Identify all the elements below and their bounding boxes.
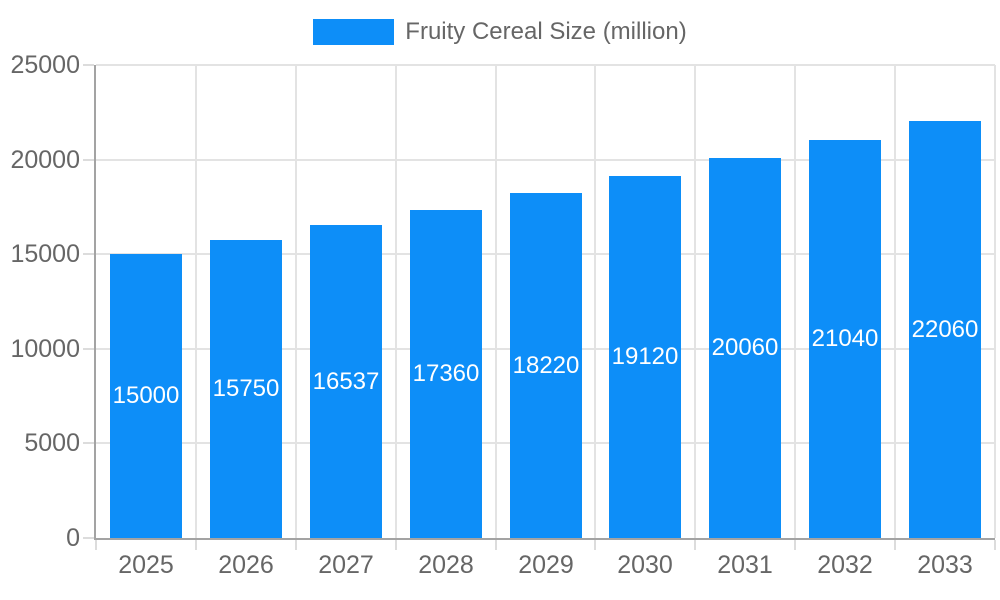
bar-value-label: 15000 xyxy=(112,382,180,409)
bar xyxy=(410,210,482,538)
y-tick-label: 20000 xyxy=(10,146,80,174)
x-tick-label: 2029 xyxy=(518,551,574,579)
v-gridline xyxy=(594,65,596,538)
bar xyxy=(909,121,981,538)
v-gridline xyxy=(295,65,297,538)
v-gridline xyxy=(495,65,497,538)
x-tick-mark xyxy=(994,540,996,550)
x-tick-mark xyxy=(195,540,197,550)
x-tick-label: 2031 xyxy=(717,551,773,579)
v-gridline xyxy=(794,65,796,538)
x-tick-label: 2027 xyxy=(318,551,374,579)
x-tick-label: 2030 xyxy=(617,551,673,579)
bar-value-label: 16537 xyxy=(312,368,380,395)
x-tick-label: 2028 xyxy=(418,551,474,579)
bar xyxy=(809,140,881,538)
x-tick-mark xyxy=(395,540,397,550)
y-tick-mark xyxy=(83,537,94,539)
legend-swatch xyxy=(313,19,395,45)
y-tick-mark xyxy=(83,159,94,161)
legend[interactable]: Fruity Cereal Size (million) xyxy=(0,18,1000,46)
x-tick-mark xyxy=(295,540,297,550)
x-tick-mark xyxy=(95,540,97,550)
y-tick-label: 25000 xyxy=(10,51,80,79)
y-tick-label: 15000 xyxy=(10,240,80,268)
v-gridline xyxy=(395,65,397,538)
v-gridline xyxy=(694,65,696,538)
bar-value-label: 21040 xyxy=(811,325,879,352)
bar xyxy=(210,240,282,538)
x-tick-mark xyxy=(495,540,497,550)
bar xyxy=(310,225,382,538)
legend-label: Fruity Cereal Size (million) xyxy=(405,18,687,45)
x-tick-label: 2026 xyxy=(218,551,274,579)
y-tick-mark xyxy=(83,64,94,66)
y-tick-mark xyxy=(83,348,94,350)
bar-value-label: 17360 xyxy=(412,360,480,387)
x-tick-label: 2025 xyxy=(118,551,174,579)
x-tick-label: 2033 xyxy=(917,551,973,579)
bar xyxy=(709,158,781,538)
x-tick-mark xyxy=(594,540,596,550)
x-tick-mark xyxy=(794,540,796,550)
bar xyxy=(609,176,681,538)
v-gridline xyxy=(894,65,896,538)
h-gridline xyxy=(96,64,995,66)
y-tick-label: 0 xyxy=(66,524,80,552)
x-tick-label: 2032 xyxy=(817,551,873,579)
bar-value-label: 20060 xyxy=(711,334,779,361)
bar-value-label: 19120 xyxy=(611,343,679,370)
bar xyxy=(510,193,582,538)
h-gridline xyxy=(96,159,995,161)
y-tick-label: 5000 xyxy=(24,429,80,457)
bar-value-label: 22060 xyxy=(911,316,979,343)
y-tick-mark xyxy=(83,442,94,444)
x-axis-line xyxy=(94,538,995,540)
bar-value-label: 15750 xyxy=(212,375,280,402)
x-tick-mark xyxy=(894,540,896,550)
x-tick-mark xyxy=(694,540,696,550)
v-gridline xyxy=(195,65,197,538)
y-tick-label: 10000 xyxy=(10,335,80,363)
v-gridline xyxy=(994,65,996,538)
bar xyxy=(110,254,182,538)
bar-value-label: 18220 xyxy=(512,352,580,379)
y-axis-line xyxy=(94,65,96,540)
y-tick-mark xyxy=(83,253,94,255)
